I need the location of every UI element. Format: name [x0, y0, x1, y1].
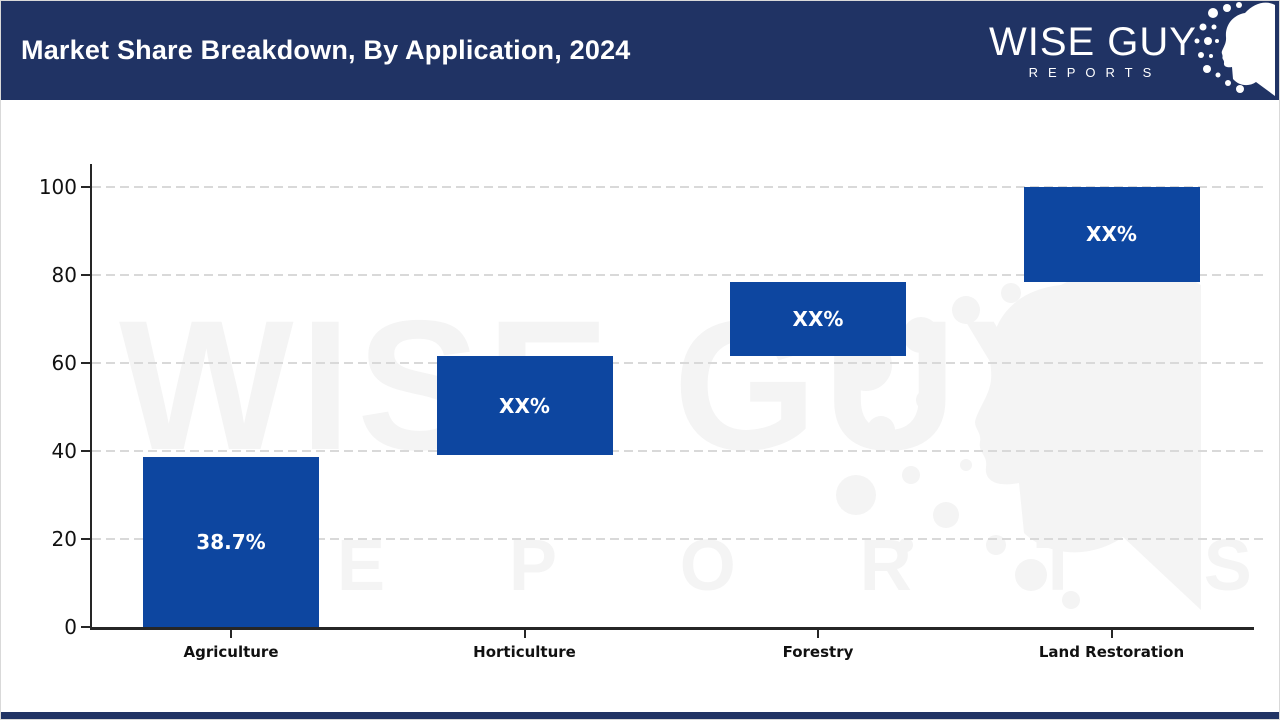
- footer-bar: [1, 712, 1279, 719]
- bar-value-label: 38.7%: [196, 529, 266, 554]
- category-label: Forestry: [782, 643, 854, 661]
- header-bar: Market Share Breakdown, By Application, …: [1, 1, 1279, 100]
- chart-canvas: WISE GUY R E P O R T S 0 20 40 60 80 100 38.7%…: [1, 100, 1279, 712]
- y-axis-tick: [81, 450, 91, 452]
- x-axis-tick: [523, 630, 526, 638]
- category-label: Agriculture: [183, 643, 279, 661]
- watermark-face-icon: [761, 215, 1201, 619]
- brand-wordmark: WISE GUY REPORTS: [989, 22, 1197, 80]
- bar: XX%: [730, 281, 906, 357]
- y-axis-tick: [81, 626, 91, 628]
- x-axis-tick: [1110, 630, 1113, 638]
- x-axis-tick: [817, 630, 819, 638]
- y-axis-tick-label: 0: [64, 615, 77, 639]
- gridline: [92, 450, 1263, 452]
- bar: 38.7%: [143, 456, 319, 627]
- x-axis-tick: [230, 630, 232, 638]
- gridline: [92, 538, 1263, 540]
- category-label: Horticulture: [473, 643, 576, 661]
- y-axis-tick-label: 20: [51, 527, 77, 551]
- brand-name: WISE GUY: [988, 19, 1197, 64]
- bar: XX%: [1023, 187, 1200, 282]
- y-axis-tick: [81, 362, 91, 364]
- y-axis-tick-label: 40: [51, 439, 77, 463]
- y-axis-line: [90, 164, 92, 629]
- x-axis-line: [90, 627, 1254, 630]
- y-axis-tick-label: 60: [51, 351, 77, 375]
- bar-value-label: XX%: [792, 306, 844, 331]
- gridline: [92, 186, 1263, 188]
- y-axis-tick: [81, 186, 91, 188]
- bar-value-label: XX%: [1086, 222, 1137, 247]
- wiseguy-face-icon: ="2": [1183, 1, 1275, 100]
- bar-value-label: XX%: [499, 393, 550, 418]
- gridline: [92, 274, 1263, 276]
- gridline: [92, 362, 1263, 364]
- brand-subtitle: REPORTS: [1028, 64, 1162, 80]
- y-axis-tick: [81, 538, 91, 540]
- category-label: Land Restoration: [1038, 643, 1185, 661]
- y-axis-tick: [81, 274, 91, 276]
- brand-logo: WISE GUY REPORTS ="2": [989, 1, 1279, 100]
- bar: XX%: [436, 356, 613, 456]
- y-axis-tick-label: 100: [38, 175, 77, 199]
- page-title: Market Share Breakdown, By Application, …: [21, 35, 631, 65]
- y-axis-tick-label: 80: [51, 263, 77, 287]
